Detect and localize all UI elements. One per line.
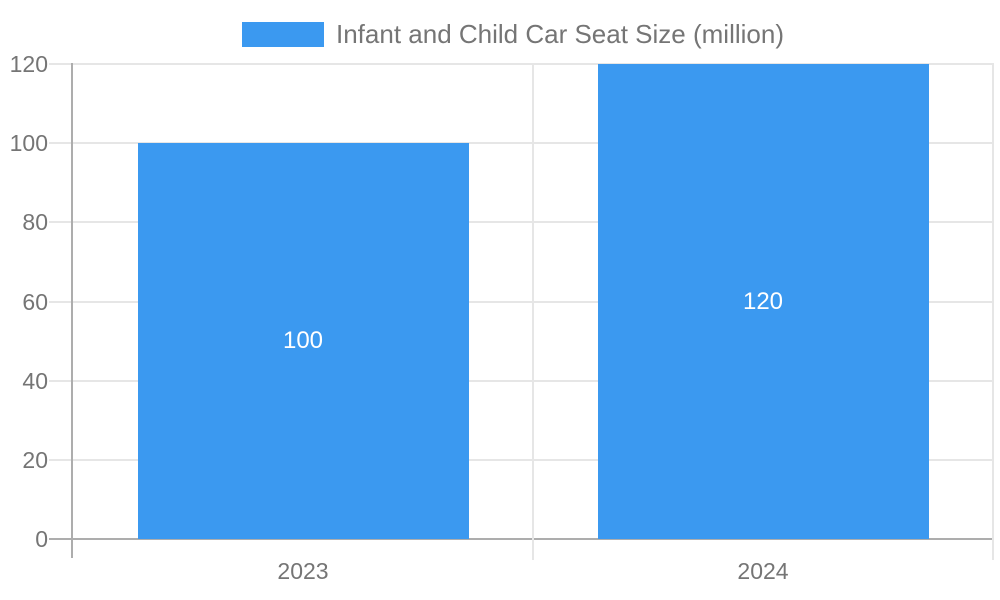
y-tick-label: 40 [22,367,48,394]
y-tick-label: 0 [35,526,48,552]
y-axis-line [71,63,73,558]
y-tick-label: 20 [22,446,48,473]
category-boundary-gridline [532,64,534,560]
y-gridline [49,221,994,224]
bar-value-label: 120 [742,287,784,315]
legend-swatch-icon [242,22,324,47]
bar-2023: 100 [137,143,469,539]
y-gridline [49,63,994,65]
y-tick-label: 100 [9,130,48,157]
x-tick-label: 2024 [737,558,789,584]
y-gridline [49,379,994,382]
y-tick-label: 80 [22,209,48,236]
x-tick-label: 2023 [277,558,329,584]
y-tick-label: 120 [9,51,48,77]
y-gridline [49,300,994,303]
bar-value-label: 100 [282,327,324,355]
y-gridline [49,142,994,145]
category-boundary-gridline [992,64,994,560]
y-gridline [49,458,994,461]
y-tick-label: 60 [22,288,48,315]
x-axis-baseline [49,538,994,540]
bar-2024: 120 [597,64,929,539]
legend-label: Infant and Child Car Seat Size (million) [336,19,784,49]
legend: Infant and Child Car Seat Size (million) [242,19,784,50]
